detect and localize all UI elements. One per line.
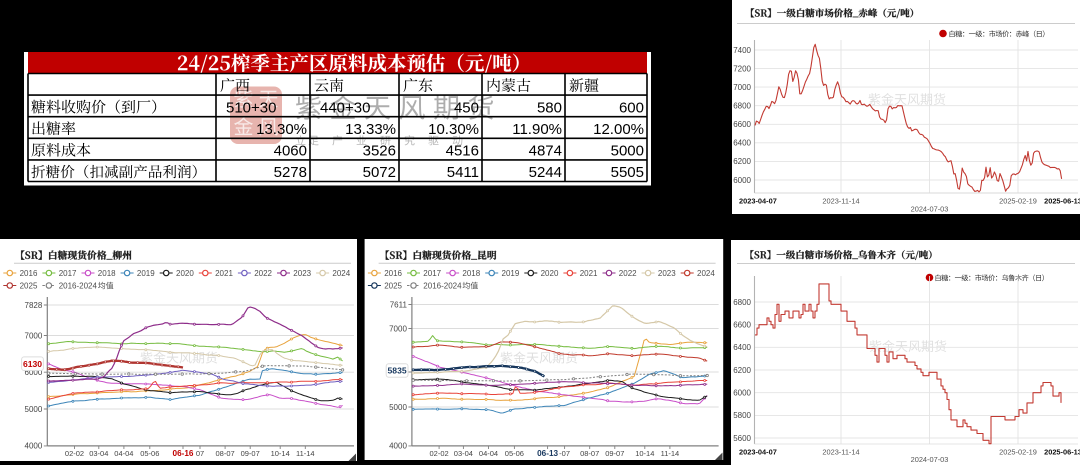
svg-text:580: 580 (537, 99, 562, 116)
svg-text:09-07: 09-07 (241, 449, 260, 458)
svg-text:6800: 6800 (733, 298, 751, 307)
svg-text:6400: 6400 (733, 139, 751, 148)
svg-text:6000: 6000 (733, 176, 751, 185)
svg-text:5800: 5800 (733, 411, 751, 420)
svg-text:2017: 2017 (59, 269, 77, 278)
svg-text:5411: 5411 (447, 164, 479, 181)
svg-text:5835: 5835 (388, 366, 407, 376)
svg-text:06-16: 06-16 (173, 449, 194, 458)
svg-text:7400: 7400 (733, 46, 751, 55)
svg-text:3526: 3526 (363, 143, 396, 160)
svg-text:2025-06-13: 2025-06-13 (1044, 448, 1080, 457)
svg-text:09-07: 09-07 (605, 449, 624, 458)
svg-text:7000: 7000 (389, 324, 407, 333)
svg-text:2019: 2019 (502, 269, 520, 278)
svg-text:2024: 2024 (697, 269, 715, 278)
svg-text:5278: 5278 (274, 164, 307, 181)
svg-text:7611: 7611 (390, 300, 408, 309)
svg-text:4874: 4874 (529, 143, 562, 160)
svg-text:08-07: 08-07 (580, 449, 599, 458)
svg-text:5600: 5600 (733, 434, 751, 443)
svg-text:05-06: 05-06 (140, 449, 159, 458)
svg-text:5000: 5000 (25, 405, 43, 414)
svg-text:450: 450 (454, 99, 479, 116)
svg-text:12.00%: 12.00% (593, 121, 644, 138)
svg-text:4000: 4000 (389, 442, 407, 451)
svg-text:7200: 7200 (733, 64, 751, 73)
svg-text:6000: 6000 (733, 389, 751, 398)
svg-text:2017: 2017 (423, 269, 441, 278)
svg-text:2018: 2018 (462, 269, 480, 278)
svg-text:2023-11-14: 2023-11-14 (822, 448, 859, 457)
svg-text:6200: 6200 (733, 366, 751, 375)
svg-text:4060: 4060 (274, 143, 307, 160)
svg-text:08-07: 08-07 (216, 449, 235, 458)
svg-text:2016: 2016 (384, 269, 402, 278)
svg-text:11-14: 11-14 (661, 449, 680, 458)
svg-text:2024-07-03: 2024-07-03 (911, 455, 949, 464)
svg-text:04-04: 04-04 (479, 449, 498, 458)
svg-text:2022: 2022 (254, 269, 272, 278)
svg-text:06-13: 06-13 (537, 449, 558, 458)
svg-text:2016: 2016 (20, 269, 38, 278)
svg-text:6600: 6600 (733, 321, 751, 330)
svg-text:600: 600 (619, 99, 644, 116)
svg-text:2025: 2025 (20, 282, 38, 291)
svg-text:2021: 2021 (580, 269, 598, 278)
svg-text:-07: -07 (559, 449, 570, 458)
svg-text:6130: 6130 (23, 359, 42, 369)
svg-text:7000: 7000 (733, 83, 751, 92)
svg-text:5000: 5000 (611, 143, 644, 160)
svg-text:6000: 6000 (25, 368, 43, 377)
svg-text:07: 07 (196, 449, 204, 458)
svg-text:2025: 2025 (384, 282, 402, 291)
svg-text:6600: 6600 (733, 120, 751, 129)
svg-text:2022: 2022 (619, 269, 637, 278)
svg-text:2025-02-19: 2025-02-19 (999, 448, 1037, 457)
svg-text:05-06: 05-06 (505, 449, 524, 458)
svg-text:440+30: 440+30 (320, 99, 370, 116)
svg-text:2023: 2023 (293, 269, 311, 278)
svg-text:6400: 6400 (733, 343, 751, 352)
svg-text:10-14: 10-14 (271, 449, 290, 458)
svg-text:510+30: 510+30 (226, 99, 276, 116)
svg-text:2018: 2018 (98, 269, 116, 278)
svg-text:2020: 2020 (176, 269, 194, 278)
svg-text:6800: 6800 (733, 102, 751, 111)
svg-text:02-02: 02-02 (430, 449, 449, 458)
svg-text:2024-07-03: 2024-07-03 (911, 204, 949, 213)
svg-text:2023: 2023 (658, 269, 676, 278)
svg-text:04-04: 04-04 (114, 449, 133, 458)
svg-text:2016-2024: 2016-2024 (59, 282, 98, 291)
svg-text:10.30%: 10.30% (428, 121, 479, 138)
svg-text:2023-11-14: 2023-11-14 (822, 197, 859, 206)
svg-text:2023-04-07: 2023-04-07 (739, 197, 777, 206)
svg-text:5505: 5505 (611, 164, 644, 181)
svg-text:02-02: 02-02 (65, 449, 84, 458)
svg-text:5072: 5072 (363, 164, 396, 181)
svg-text:5000: 5000 (389, 403, 407, 412)
svg-text:13.33%: 13.33% (345, 121, 396, 138)
svg-text:2019: 2019 (137, 269, 155, 278)
svg-text:7000: 7000 (25, 331, 43, 340)
svg-text:2021: 2021 (215, 269, 233, 278)
svg-text:2024: 2024 (332, 269, 350, 278)
svg-text:2025-02-19: 2025-02-19 (999, 197, 1037, 206)
svg-text:2020: 2020 (541, 269, 559, 278)
svg-text:03-04: 03-04 (89, 449, 108, 458)
svg-text:5244: 5244 (529, 164, 562, 181)
svg-text:2023-04-07: 2023-04-07 (739, 448, 777, 457)
svg-text:2016-2024: 2016-2024 (423, 282, 462, 291)
svg-text:7828: 7828 (25, 301, 43, 310)
svg-text:11.90%: 11.90% (512, 121, 562, 138)
svg-text:11-14: 11-14 (296, 449, 315, 458)
svg-text:6200: 6200 (733, 157, 751, 166)
svg-text:4516: 4516 (446, 143, 479, 160)
svg-text:03-04: 03-04 (454, 449, 473, 458)
svg-text:10-14: 10-14 (635, 449, 654, 458)
svg-text:13.30%: 13.30% (256, 121, 307, 138)
svg-text:2025-06-13: 2025-06-13 (1044, 197, 1080, 206)
svg-text:4000: 4000 (25, 442, 43, 451)
